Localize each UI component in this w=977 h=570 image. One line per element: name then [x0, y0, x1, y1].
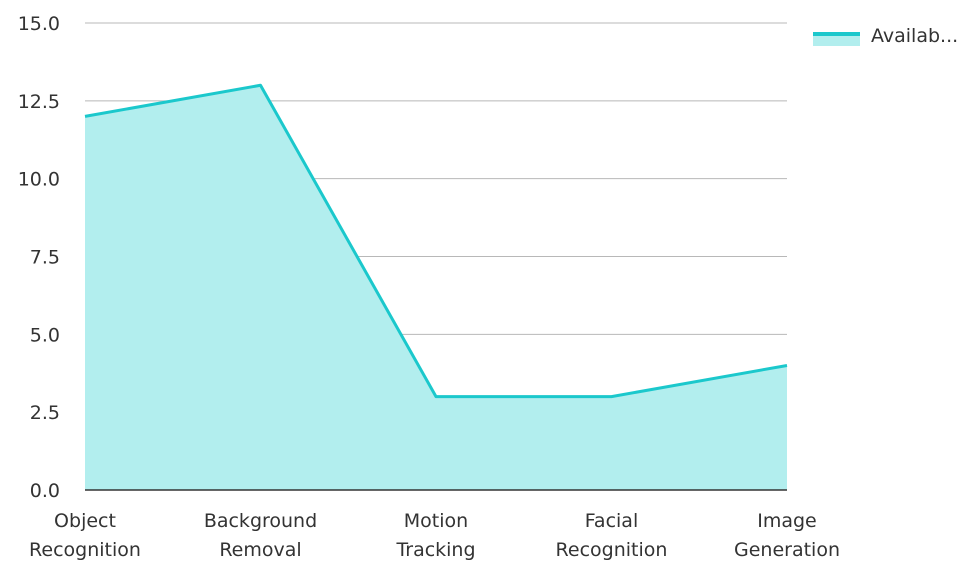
y-tick-label: 5.0	[30, 324, 60, 346]
legend-label: Availab...	[871, 25, 958, 47]
x-tick-label-line: Background	[204, 510, 317, 532]
series-line	[84, 83, 788, 399]
y-tick-label: 2.5	[30, 402, 60, 424]
x-tick-label-line: Generation	[734, 539, 840, 561]
x-tick-label: Image Generation	[734, 510, 840, 561]
y-tick-label: 0.0	[30, 480, 60, 502]
x-tick-label-line: Tracking	[395, 539, 475, 561]
legend-swatch-fill	[813, 34, 860, 46]
series-fill	[85, 85, 787, 491]
x-tick-label: Background Removal	[204, 510, 317, 561]
x-tick-label-line: Object	[54, 510, 116, 532]
x-tick-label: Object Recognition	[29, 510, 141, 561]
x-tick-label-line: Image	[757, 510, 817, 532]
y-tick-label: 15.0	[18, 13, 60, 35]
x-tick-label: Motion Tracking	[395, 510, 475, 561]
x-axis-tick-labels: Object Recognition Background Removal Motion…	[29, 510, 840, 561]
y-tick-label: 7.5	[30, 247, 60, 269]
x-tick-label-line: Recognition	[556, 539, 668, 561]
y-tick-label: 12.5	[18, 91, 60, 113]
y-tick-label: 10.0	[18, 169, 60, 191]
x-tick-label-line: Facial	[585, 510, 638, 532]
series-area	[84, 83, 788, 491]
x-tick-label-line: Removal	[219, 539, 301, 561]
x-tick-label-line: Motion	[404, 510, 468, 532]
legend[interactable]: Availab...	[813, 25, 958, 47]
x-tick-label: Facial Recognition	[556, 510, 668, 561]
y-axis-tick-labels: 0.0 2.5 5.0 7.5 10.0 12.5 15.0	[18, 13, 60, 502]
x-tick-label-line: Recognition	[29, 539, 141, 561]
